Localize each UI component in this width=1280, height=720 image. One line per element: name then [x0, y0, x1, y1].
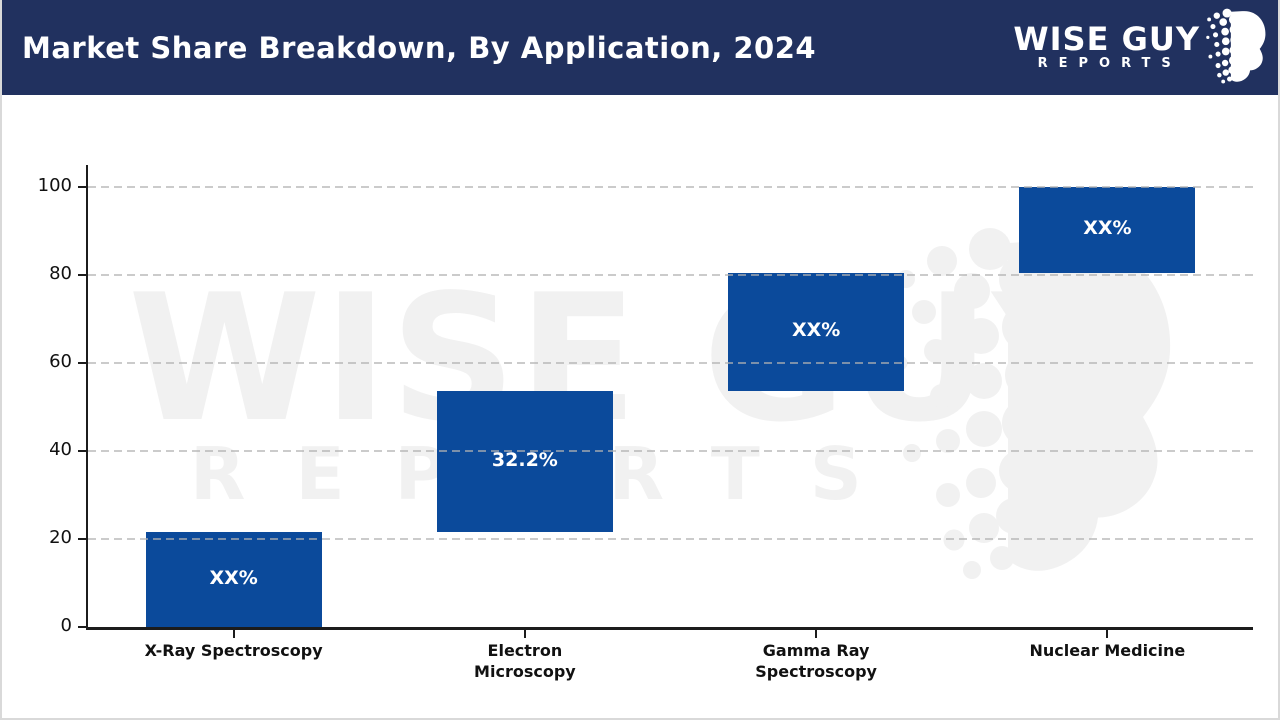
x-axis-line [86, 627, 1253, 630]
bar-value-label: XX% [791, 318, 841, 341]
x-tick [232, 630, 235, 638]
gridline [88, 362, 1253, 364]
watermark-wordmark: WISE GUY [128, 258, 1122, 461]
y-tick [78, 538, 86, 540]
x-axis-label: Gamma Ray Spectroscopy [755, 641, 877, 681]
y-tick [78, 186, 86, 188]
x-axis-label: X-Ray Spectroscopy [144, 641, 323, 660]
y-tick-label: 0 [60, 615, 72, 636]
y-tick [78, 626, 86, 628]
bar-value-label: XX% [209, 566, 258, 589]
y-tick-label: 80 [49, 263, 72, 284]
y-tick [78, 274, 86, 276]
bar-value-label: 32.2% [491, 448, 558, 471]
x-axis-label: Electron Microscopy [474, 641, 576, 681]
bar [145, 532, 322, 627]
bar [728, 273, 905, 391]
x-tick [523, 630, 526, 638]
header: Market Share Breakdown, By Application, … [2, 0, 1278, 95]
watermark-head-icon [892, 228, 1171, 579]
y-tick-label: 100 [37, 175, 72, 196]
logo-wordmark: WISE GUY REPORTS [1013, 19, 1200, 72]
y-tick [78, 362, 86, 364]
gridline [88, 274, 1253, 276]
x-axis-label: Nuclear Medicine [1029, 641, 1186, 660]
logo-name-text: WISE GUY [1013, 19, 1200, 58]
gridline [88, 186, 1253, 188]
logo-head-icon [1206, 8, 1266, 84]
y-tick-label: 60 [49, 351, 72, 372]
gridline [88, 538, 1253, 540]
bar [436, 390, 613, 533]
y-axis-line [86, 165, 88, 630]
x-tick [815, 630, 818, 638]
page-title: Market Share Breakdown, By Application, … [22, 30, 817, 65]
logo-reports-text: REPORTS [1037, 56, 1182, 72]
bar-value-label: XX% [1083, 217, 1132, 240]
bar [1019, 187, 1196, 274]
brand-logo: WISE GUY REPORTS [1013, 8, 1268, 86]
y-tick-label: 40 [49, 439, 72, 460]
y-tick [78, 450, 86, 452]
x-tick [1106, 630, 1109, 638]
gridline [88, 450, 1253, 452]
y-tick-label: 20 [49, 527, 72, 548]
